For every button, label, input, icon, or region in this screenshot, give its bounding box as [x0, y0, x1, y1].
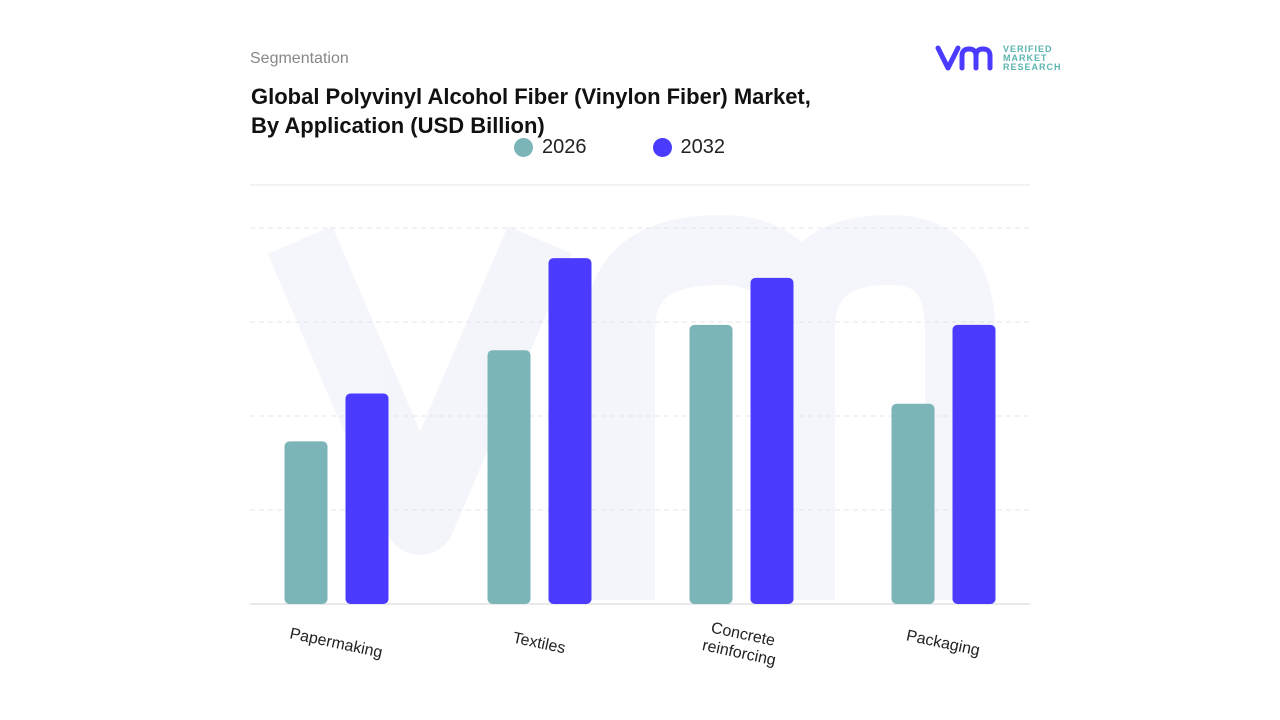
bar-packaging-2026	[891, 403, 935, 604]
legend-label-2026: 2026	[542, 136, 587, 158]
vm-logo-icon	[935, 45, 993, 71]
legend-swatch-2032	[652, 138, 672, 157]
logo-line-2: MARKET	[1003, 52, 1048, 63]
legend-label-2032: 2032	[680, 136, 726, 158]
title-line-2: By Application (USD Billion)	[251, 113, 545, 138]
watermark	[267, 214, 995, 600]
logo-line-1: VERIFIED	[1003, 43, 1053, 54]
bar-concrete-reinforcing-2032	[750, 277, 794, 604]
vmr-logo: VERIFIED MARKET RESEARCH	[935, 44, 1062, 72]
bar-papermaking-2026	[284, 441, 328, 604]
bar-papermaking-2032	[345, 393, 389, 604]
legend-item-2032: 2032	[652, 136, 726, 159]
bar-textiles-2032	[548, 258, 592, 604]
bar-packaging-2032	[952, 324, 996, 604]
legend: 2026 2032	[514, 136, 725, 159]
logo-line-3: RESEARCH	[1003, 61, 1062, 72]
legend-swatch-2026	[514, 138, 533, 157]
chart-title: Global Polyvinyl Alcohol Fiber (Vinylon …	[251, 82, 951, 140]
bar-textiles-2026	[487, 350, 531, 604]
legend-item-2026: 2026	[514, 136, 587, 159]
segment-label: Segmentation	[250, 50, 349, 67]
bar-concrete-reinforcing-2026	[689, 324, 733, 604]
title-line-1: Global Polyvinyl Alcohol Fiber (Vinylon …	[251, 84, 811, 109]
